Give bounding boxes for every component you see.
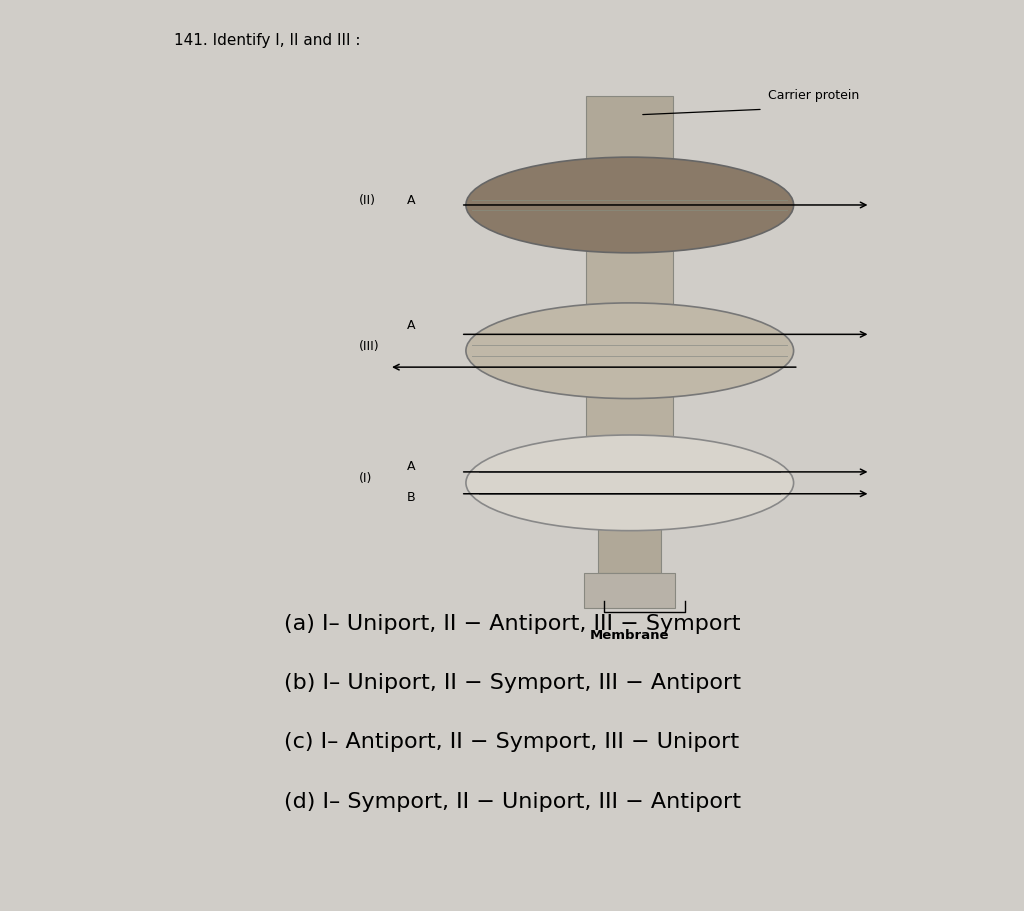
Ellipse shape <box>466 435 794 530</box>
Ellipse shape <box>466 302 794 399</box>
Ellipse shape <box>466 157 794 252</box>
Text: (b) I– Uniport, II − Symport, III − Antiport: (b) I– Uniport, II − Symport, III − Anti… <box>284 673 740 693</box>
Text: (d) I– Symport, II − Uniport, III − Antiport: (d) I– Symport, II − Uniport, III − Anti… <box>284 792 740 812</box>
Text: B: B <box>407 491 415 504</box>
Bar <box>586 97 674 165</box>
Text: 141. Identify I, II and III :: 141. Identify I, II and III : <box>174 34 360 48</box>
Text: (III): (III) <box>358 340 379 353</box>
Text: (a) I– Uniport, II − Antiport, III − Symport: (a) I– Uniport, II − Antiport, III − Sym… <box>284 614 740 634</box>
Bar <box>598 523 662 573</box>
Text: Carrier protein: Carrier protein <box>768 89 859 102</box>
Text: Membrane: Membrane <box>590 629 670 641</box>
Text: (II): (II) <box>358 194 376 207</box>
Bar <box>584 573 676 608</box>
Text: A: A <box>407 460 415 473</box>
Bar <box>586 245 674 311</box>
Text: (c) I– Antiport, II − Symport, III − Uniport: (c) I– Antiport, II − Symport, III − Uni… <box>285 732 739 752</box>
Text: A: A <box>407 319 415 332</box>
Text: (I): (I) <box>358 472 372 485</box>
Bar <box>586 391 674 443</box>
Text: A: A <box>407 194 415 207</box>
